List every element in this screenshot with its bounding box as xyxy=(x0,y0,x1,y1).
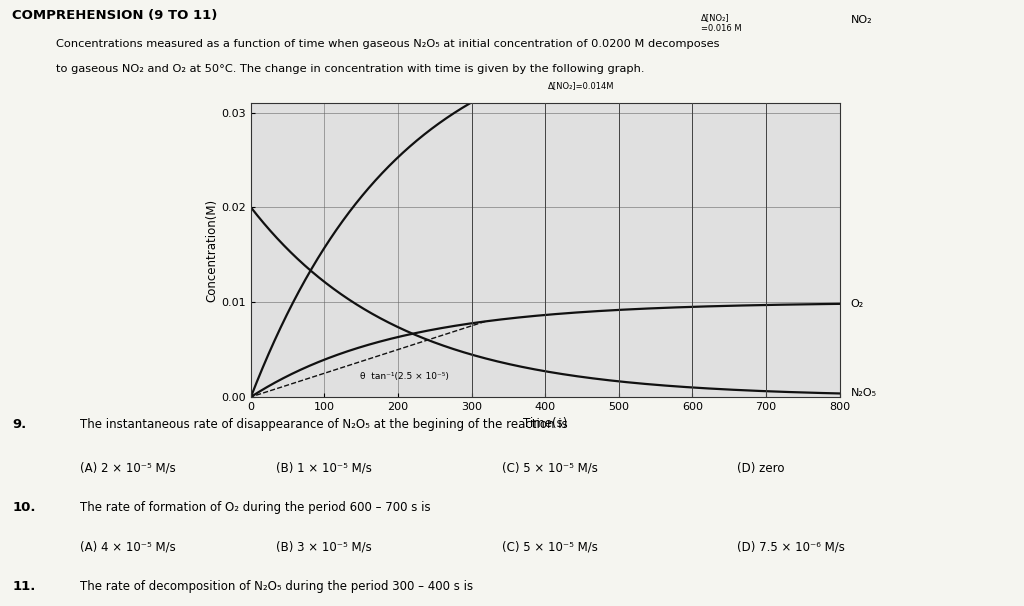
Text: to gaseous NO₂ and O₂ at 50°C. The change in concentration with time is given by: to gaseous NO₂ and O₂ at 50°C. The chang… xyxy=(56,64,645,74)
Text: (D) zero: (D) zero xyxy=(737,462,784,474)
Text: 9.: 9. xyxy=(12,418,27,431)
X-axis label: Time(s): Time(s) xyxy=(523,418,567,430)
Text: Δ[NO₂]
=0.016 M: Δ[NO₂] =0.016 M xyxy=(701,13,742,33)
Text: (B) 1 × 10⁻⁵ M/s: (B) 1 × 10⁻⁵ M/s xyxy=(276,462,373,474)
Text: 10.: 10. xyxy=(12,501,36,514)
Text: COMPREHENSION (9 TO 11): COMPREHENSION (9 TO 11) xyxy=(12,9,218,22)
Text: O₂: O₂ xyxy=(851,299,864,309)
Text: N₂O₅: N₂O₅ xyxy=(851,388,877,399)
Text: (B) 3 × 10⁻⁵ M/s: (B) 3 × 10⁻⁵ M/s xyxy=(276,541,373,553)
Text: The rate of decomposition of N₂O₅ during the period 300 – 400 s is: The rate of decomposition of N₂O₅ during… xyxy=(80,580,473,593)
Text: The rate of formation of O₂ during the period 600 – 700 s is: The rate of formation of O₂ during the p… xyxy=(80,501,430,514)
Text: θ  tan⁻¹(2.5 × 10⁻⁵): θ tan⁻¹(2.5 × 10⁻⁵) xyxy=(359,372,449,381)
Text: Δ[NO₂]=0.014M: Δ[NO₂]=0.014M xyxy=(548,81,614,90)
Text: Concentrations measured as a function of time when gaseous N₂O₅ at initial conce: Concentrations measured as a function of… xyxy=(56,39,720,50)
Text: (C) 5 × 10⁻⁵ M/s: (C) 5 × 10⁻⁵ M/s xyxy=(502,462,598,474)
Text: (D) 7.5 × 10⁻⁶ M/s: (D) 7.5 × 10⁻⁶ M/s xyxy=(737,541,845,553)
Text: The instantaneous rate of disappearance of N₂O₅ at the begining of the reaction : The instantaneous rate of disappearance … xyxy=(80,418,567,431)
Text: (A) 4 × 10⁻⁵ M/s: (A) 4 × 10⁻⁵ M/s xyxy=(80,541,176,553)
Text: 11.: 11. xyxy=(12,580,36,593)
Text: NO₂: NO₂ xyxy=(851,15,872,25)
Text: (C) 5 × 10⁻⁵ M/s: (C) 5 × 10⁻⁵ M/s xyxy=(502,541,598,553)
Text: (A) 2 × 10⁻⁵ M/s: (A) 2 × 10⁻⁵ M/s xyxy=(80,462,176,474)
Y-axis label: Concentration(M): Concentration(M) xyxy=(206,198,218,302)
